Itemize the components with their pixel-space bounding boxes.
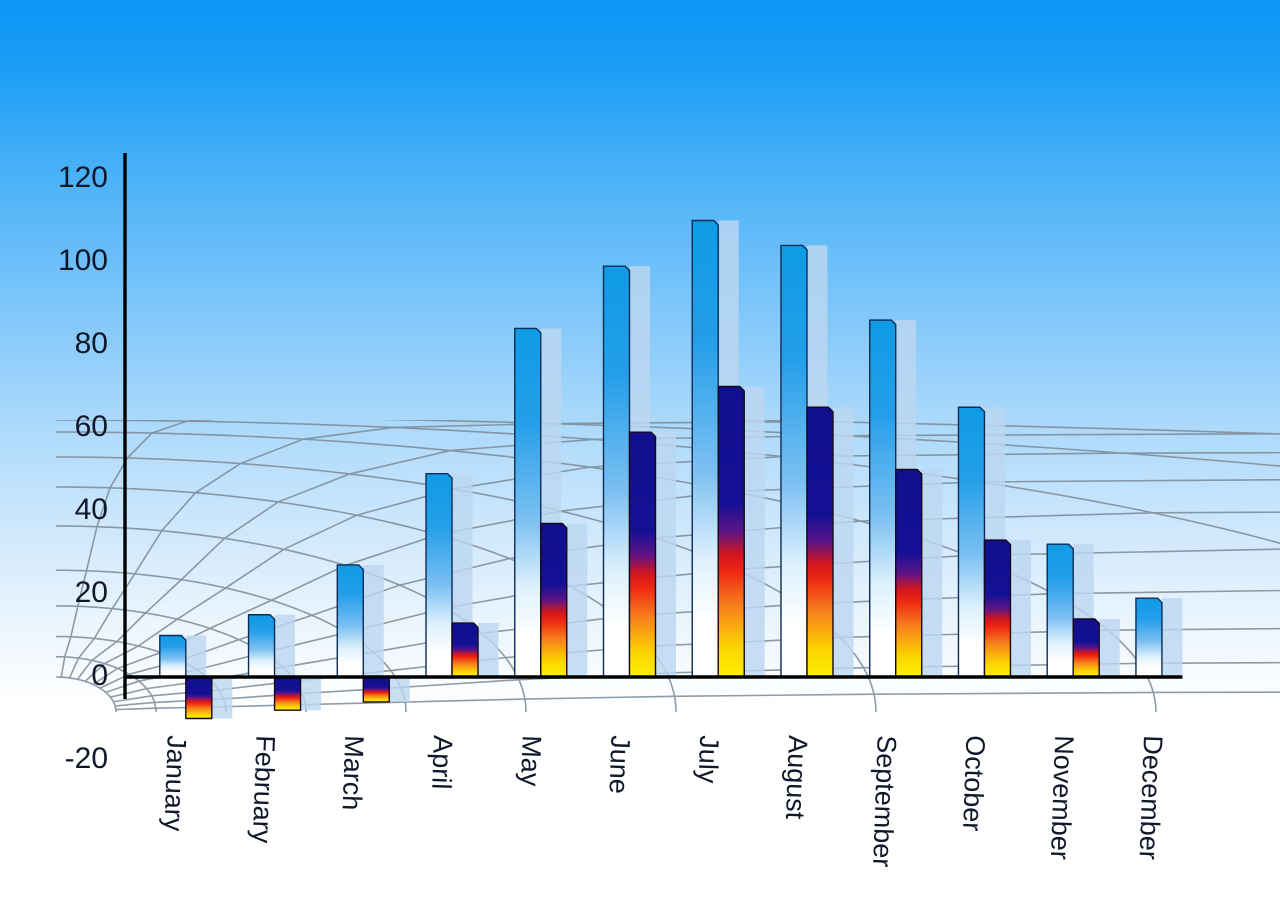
svg-text:June: June: [603, 735, 635, 795]
svg-text:February: February: [247, 735, 281, 845]
svg-text:20: 20: [75, 576, 108, 609]
svg-text:January: January: [158, 735, 191, 833]
svg-text:120: 120: [58, 161, 108, 194]
svg-text:May: May: [515, 735, 547, 788]
svg-text:March: March: [337, 735, 370, 811]
svg-text:100: 100: [58, 244, 108, 277]
svg-text:80: 80: [75, 327, 108, 360]
svg-text:December: December: [1134, 735, 1168, 861]
svg-text:August: August: [780, 735, 813, 821]
svg-text:-20: -20: [65, 742, 108, 775]
svg-text:April: April: [426, 735, 458, 790]
svg-text:September: September: [867, 735, 902, 868]
svg-text:60: 60: [75, 410, 108, 443]
svg-text:July: July: [693, 735, 725, 785]
svg-text:0: 0: [91, 659, 108, 692]
svg-text:November: November: [1045, 735, 1079, 861]
svg-text:October: October: [957, 735, 990, 832]
svg-text:40: 40: [75, 493, 108, 526]
